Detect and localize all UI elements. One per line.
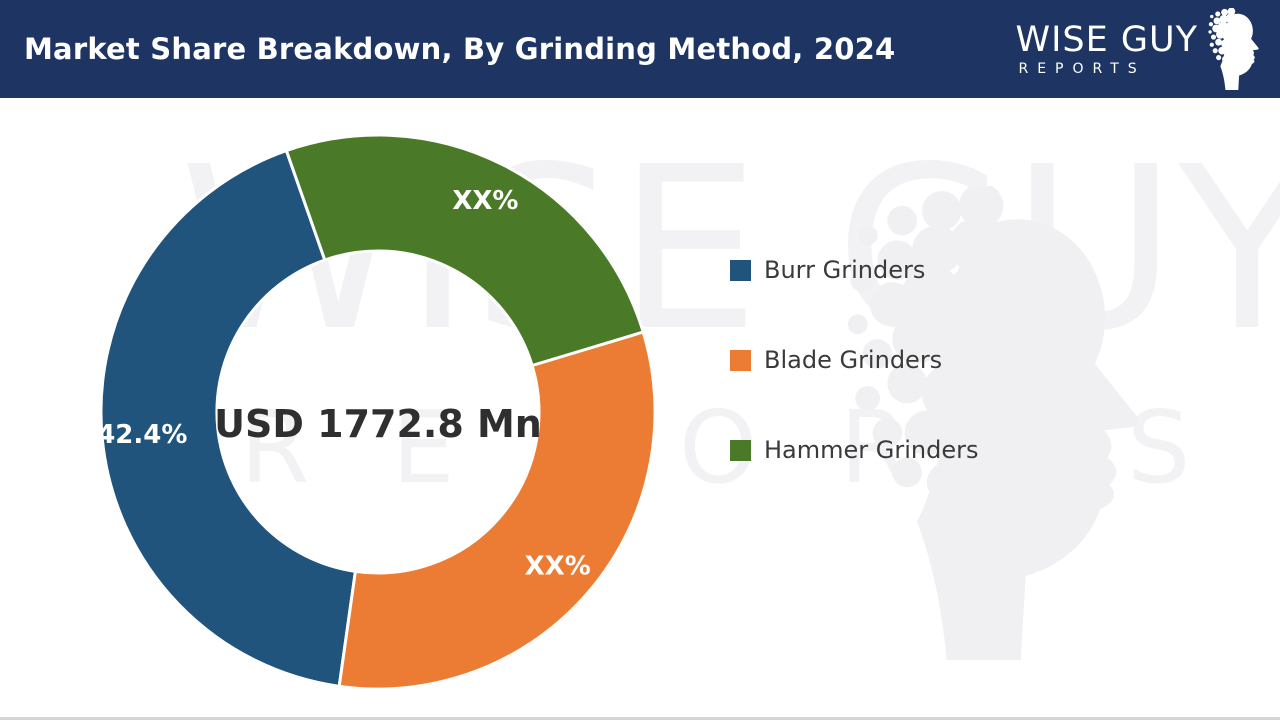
legend-label-burr: Burr Grinders xyxy=(764,256,926,284)
legend-swatch-burr xyxy=(730,259,751,281)
header-bar: Market Share Breakdown, By Grinding Meth… xyxy=(0,0,1280,98)
brand-logo-text: WISE GUY REPORTS xyxy=(1015,19,1198,77)
donut-segment-1 xyxy=(337,330,657,691)
legend-label-hammer: Hammer Grinders xyxy=(764,436,979,464)
legend-item-hammer-grinders: Hammer Grinders xyxy=(730,436,979,464)
donut-chart-svg: USD 1772.8 Mn 42.4% XX% XX% xyxy=(97,133,657,691)
legend-swatch-blade xyxy=(730,349,751,371)
segment-value-label-0: 42.4% xyxy=(97,420,187,450)
legend-item-burr-grinders: Burr Grinders xyxy=(730,256,979,284)
donut-chart: USD 1772.8 Mn 42.4% XX% XX% xyxy=(93,127,663,697)
brand-subtitle: REPORTS xyxy=(1018,60,1146,77)
brand-logo: WISE GUY REPORTS xyxy=(1015,8,1266,90)
segment-value-label-2: XX% xyxy=(452,186,518,216)
brand-name: WISE GUY xyxy=(1015,19,1198,60)
donut-segment-2 xyxy=(284,133,645,367)
legend-swatch-hammer xyxy=(730,439,751,461)
brand-face-icon xyxy=(1208,8,1259,90)
page-title: Market Share Breakdown, By Grinding Meth… xyxy=(24,32,896,66)
bottom-divider xyxy=(0,717,1280,720)
legend-item-blade-grinders: Blade Grinders xyxy=(730,346,979,374)
legend-label-blade: Blade Grinders xyxy=(764,346,943,374)
donut-center-value: USD 1772.8 Mn xyxy=(214,402,542,446)
segment-value-label-1: XX% xyxy=(525,551,591,581)
donut-segment-0 xyxy=(99,149,357,688)
chart-area: WISE GUY REPORTS USD 1772.8 Mn 42.4% XX% X… xyxy=(0,98,1280,717)
chart-legend: Burr Grinders Blade Grinders Hammer Grin… xyxy=(730,256,979,464)
